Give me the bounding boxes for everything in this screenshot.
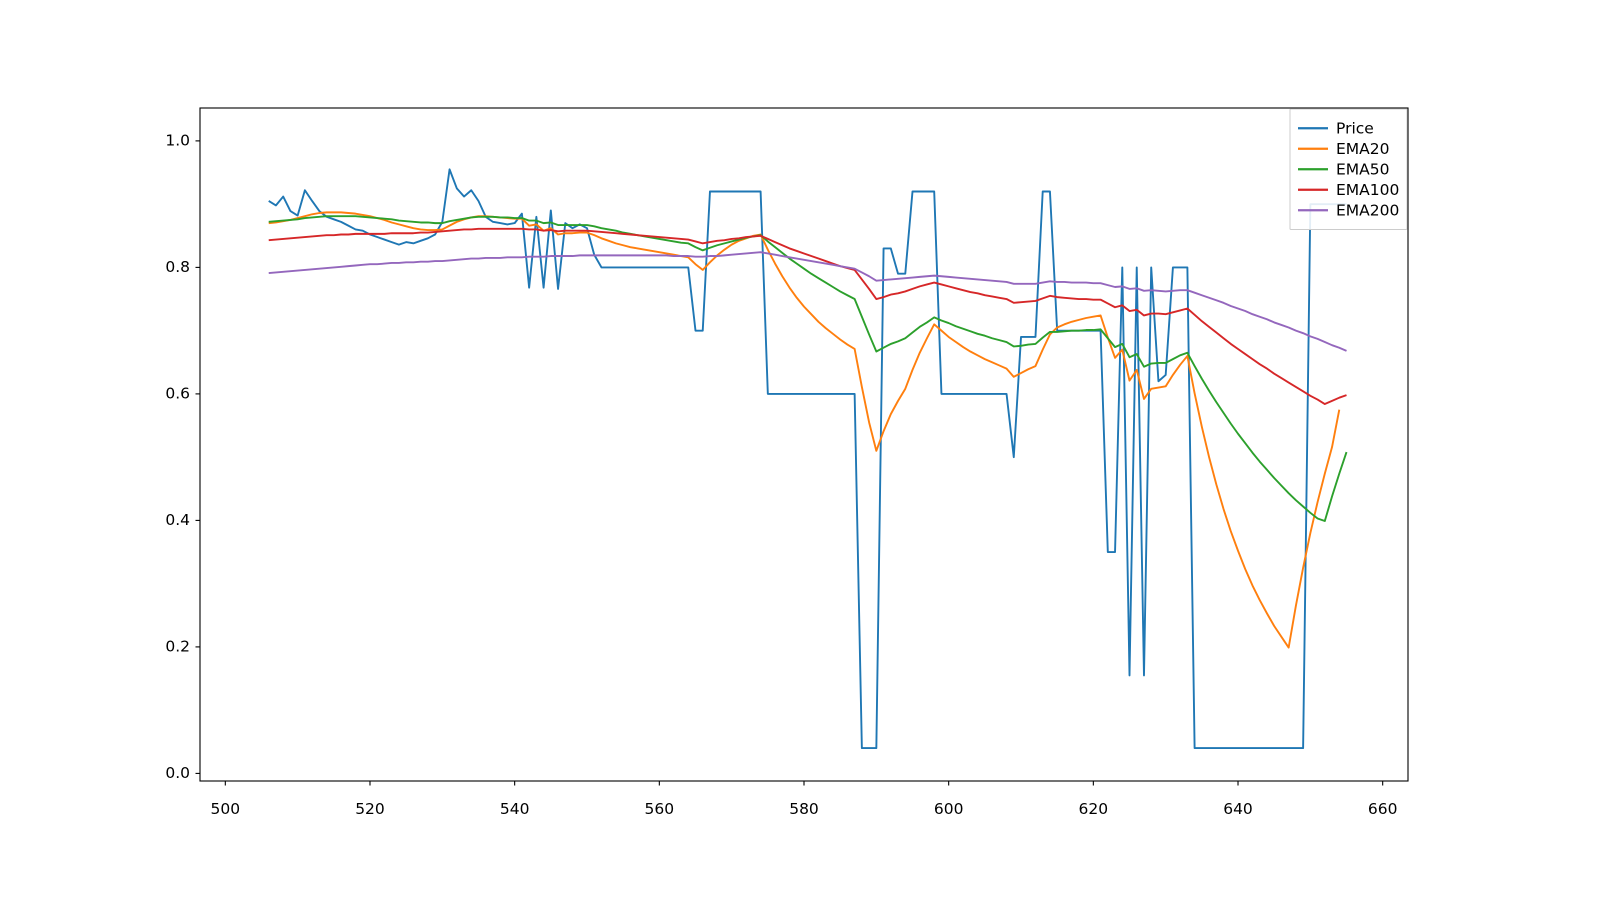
series-line-ema200: [268, 251, 1347, 352]
legend-label-ema50[interactable]: EMA50: [1336, 160, 1390, 178]
x-tick-label: 600: [934, 800, 964, 818]
axes-spines: [199, 107, 1409, 782]
legend-frame: [1289, 108, 1408, 230]
y-tick-label: 0.8: [165, 258, 190, 276]
x-axis-ticks: 500 520 540 560 580 600 620 640 660: [211, 781, 1398, 818]
y-tick-label: 1.0: [165, 131, 190, 149]
legend-label-ema20[interactable]: EMA20: [1336, 140, 1390, 158]
x-tick-label: 520: [355, 800, 385, 818]
x-tick-label: 620: [1079, 800, 1109, 818]
plot-area-background: [200, 108, 1408, 781]
chart-legend[interactable]: Price EMA20 EMA50 EMA100 EMA200: [1289, 108, 1408, 230]
y-tick-label: 0.4: [165, 511, 190, 529]
x-tick-label: 500: [211, 800, 241, 818]
series-line-ema100: [268, 227, 1347, 405]
legend-label-ema200[interactable]: EMA200: [1336, 201, 1399, 219]
x-tick-label: 580: [789, 800, 819, 818]
y-tick-label: 0.6: [165, 384, 190, 402]
x-tick-label: 640: [1223, 800, 1253, 818]
data-series-group: [268, 168, 1348, 750]
y-axis-ticks: 0.0 0.2 0.4 0.6 0.8 1.0: [165, 131, 200, 782]
y-tick-label: 0.0: [165, 764, 190, 782]
y-tick-label: 0.2: [165, 637, 190, 655]
series-line-ema50: [268, 215, 1348, 522]
x-tick-label: 540: [500, 800, 530, 818]
series-line-price: [268, 168, 1347, 750]
x-tick-label: 660: [1368, 800, 1398, 818]
legend-label-ema100[interactable]: EMA100: [1336, 181, 1399, 199]
legend-label-price[interactable]: Price: [1336, 119, 1374, 137]
series-line-ema20: [268, 211, 1341, 649]
x-tick-label: 560: [645, 800, 675, 818]
